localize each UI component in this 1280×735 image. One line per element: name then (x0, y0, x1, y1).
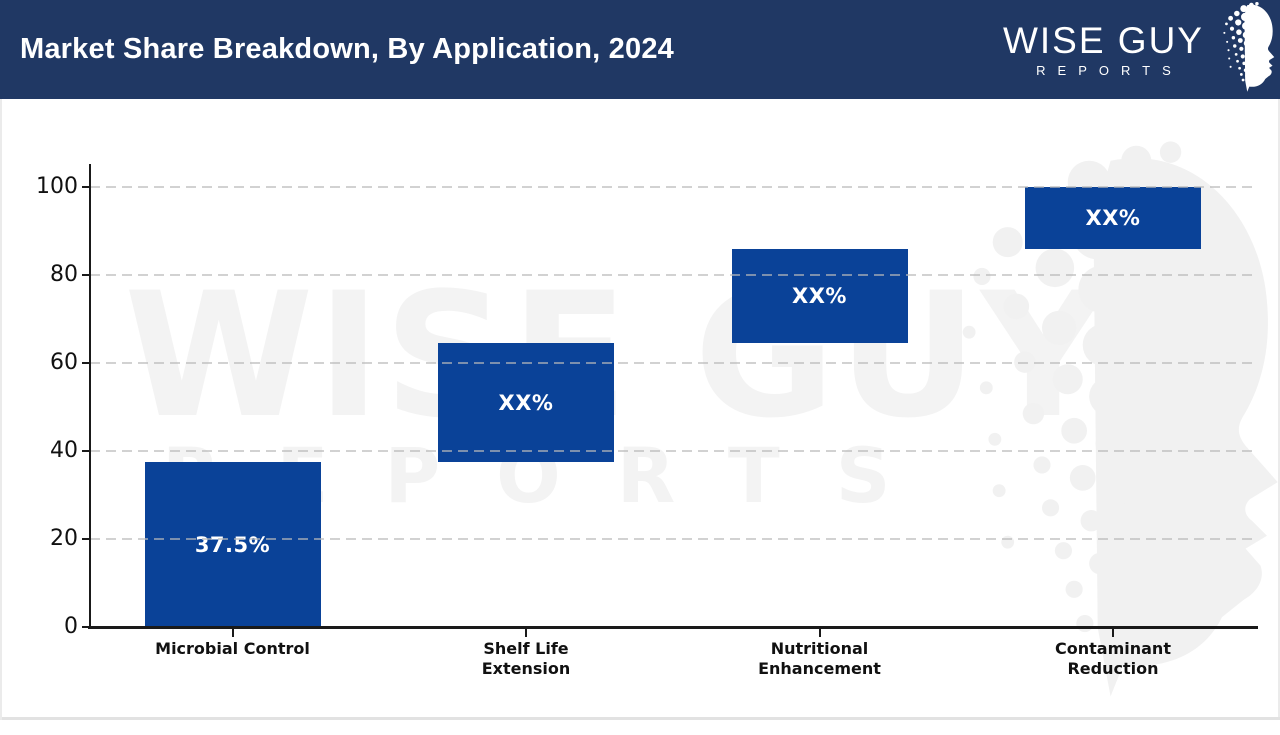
y-tick-mark (82, 450, 90, 452)
y-tick-label: 100 (36, 174, 78, 199)
gridline (90, 186, 1255, 188)
bar-value-label: XX% (1085, 205, 1141, 230)
gridline (90, 538, 1255, 540)
wise-guy-reports-logo: WISE GUY REPORTS (1003, 0, 1280, 99)
x-category-label: Microbial Control (155, 639, 310, 658)
x-category-label: Shelf Life Extension (481, 639, 571, 678)
y-tick-mark (82, 626, 90, 628)
bar-value-label: XX% (792, 283, 847, 308)
logo-wordmark-line2: REPORTS (1036, 62, 1183, 78)
logo-wordmark-line1: WISE GUY (1002, 19, 1204, 61)
y-tick-label: 80 (50, 262, 78, 287)
bar-segment: XX% (1025, 187, 1201, 249)
y-tick-label: 20 (50, 526, 78, 551)
header-bar: Market Share Breakdown, By Application, … (0, 0, 1280, 99)
y-tick-label: 60 (50, 350, 78, 375)
gridline (90, 274, 1255, 276)
x-tick-mark (1112, 629, 1114, 637)
y-tick-mark (82, 538, 90, 540)
bottom-border-strip (2, 717, 1280, 720)
y-tick-mark (82, 362, 90, 364)
page: Market Share Breakdown, By Application, … (0, 0, 1280, 720)
gridline (90, 450, 1255, 452)
chart-canvas: WISE GUY REPORTS 37.5% Microbial Control X… (0, 99, 1280, 720)
y-axis-line (89, 164, 91, 629)
bar-segment: XX% (731, 248, 908, 344)
x-category-label: Contaminant Reduction (1055, 639, 1171, 678)
x-axis-line (88, 626, 1258, 629)
bar-segment: 37.5% (144, 462, 321, 627)
y-tick-label: 40 (50, 438, 78, 463)
gridline (90, 362, 1255, 364)
logo-wordmark: WISE GUY REPORTS (1003, 22, 1204, 78)
x-tick-mark (525, 629, 527, 637)
bar-value-label: XX% (498, 390, 554, 415)
y-tick-mark (82, 274, 90, 276)
bar-segment: XX% (438, 343, 614, 462)
plot-area: 37.5% Microbial Control XX% Shelf Life Exte… (2, 0, 1280, 720)
y-tick-mark (82, 186, 90, 188)
logo-head-profile-icon (1223, 2, 1275, 92)
bar-value-label: 37.5% (194, 532, 271, 557)
x-tick-mark (231, 629, 234, 637)
x-tick-mark (818, 629, 821, 637)
x-category-label: Nutritional Enhancement (758, 639, 881, 678)
y-tick-label: 0 (64, 614, 78, 639)
chart-title: Market Share Breakdown, By Application, … (20, 33, 674, 65)
